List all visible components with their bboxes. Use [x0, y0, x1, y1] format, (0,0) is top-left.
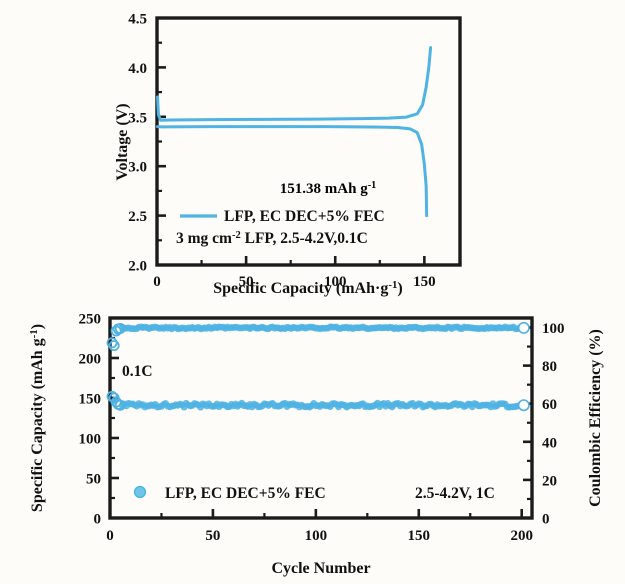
top-y-tick-label: 2.5	[128, 209, 147, 225]
bottom-axis-tick-labels: 0 50 100 150 200 250 0 20 40 60 80 100 0 50 100 150 200	[79, 312, 565, 545]
legend-circle-swatch	[133, 485, 147, 499]
curve-charge	[156, 46, 433, 122]
bottom-y-tick-label-right: 80	[542, 359, 557, 375]
bottom-x-axis-title: Cycle Number	[271, 560, 370, 577]
top-y-axis-title: Voltage (V)	[114, 103, 131, 180]
bottom-x-tick-label: 200	[510, 528, 533, 544]
curve-discharge	[156, 125, 429, 218]
bottom-x-tick-label: 100	[305, 528, 328, 544]
bottom-y-tick-label-right: 100	[542, 321, 565, 337]
data-point	[108, 340, 120, 352]
bottom-y-tick-label-left: 0	[94, 512, 102, 528]
voltage-curves-group	[156, 46, 433, 218]
voltage-capacity-svg: 2.02.53.03.54.04.50 50 100 150 Voltage (V) …	[114, 12, 462, 297]
bottom-y-axis-title-right: Coulombic Efficiency (%)	[587, 329, 604, 507]
top-x-tick-label: 150	[413, 274, 436, 290]
voltage-capacity-chart: 2.0 2.5 3.0 3.5 4.0 4.5 0 50 100 150 Voltage (V) …	[114, 12, 462, 297]
capacity-value-annotation: 151.38 mAh g-1	[280, 180, 376, 197]
top-axis-ticks	[155, 16, 426, 267]
series-coulombic-efficiency	[106, 321, 530, 352]
bottom-y-tick-label-right: 60	[542, 397, 557, 413]
data-point	[106, 337, 118, 349]
bottom-x-tick-label: 0	[106, 528, 114, 544]
cycling-performance-chart: 0 50 100 150 200 250 0 20 40 60 80 100 0 50 100 150 200 …	[0, 296, 625, 584]
top-y-tick-label: 4.0	[128, 61, 147, 77]
series-specific-capacity	[106, 390, 530, 412]
bottom-x-tick-label: 50	[205, 528, 220, 544]
bottom-y-axis-title-left: Specific Capacity (mAh g-1)	[28, 324, 46, 512]
top-x-tick-label: 0	[153, 274, 161, 290]
bottom-y-tick-label-right: 40	[542, 435, 557, 451]
top-axis-tick-labels: 2.0 2.5 3.0 3.5 4.0 4.5 0 50 100 150	[128, 12, 435, 291]
plot-frame-top	[155, 16, 462, 267]
bottom-y-tick-label-left: 100	[79, 432, 102, 448]
bottom-y-tick-label-left: 50	[86, 472, 101, 488]
bottom-y-tick-label-left: 200	[79, 352, 102, 368]
top-y-tick-label: 4.5	[128, 12, 147, 28]
top-y-tick-label: 3.0	[128, 160, 147, 176]
bottom-y-tick-label-left: 150	[79, 392, 102, 408]
bottom-x-tick-label: 150	[408, 528, 431, 544]
bottom-axis-ticks	[108, 316, 532, 520]
top-y-tick-label: 2.0	[128, 259, 147, 275]
series-end-marker	[517, 399, 530, 412]
bottom-y-tick-label-right: 0	[542, 512, 550, 528]
top-x-axis-title: Specific Capacity (mAh·g-1)	[213, 279, 402, 297]
series-end-marker	[517, 321, 530, 334]
legend-label-top: LFP, EC DEC+5% FEC	[224, 208, 385, 225]
top-y-tick-label: 3.5	[128, 110, 147, 126]
top-x-tick-label: 100	[324, 274, 347, 290]
legend-label-bottom: LFP, EC DEC+5% FEC	[165, 485, 326, 502]
rate-label-formation: 0.1C	[122, 363, 153, 380]
top-x-tick-label: 50	[239, 274, 254, 290]
condition-label: 2.5-4.2V, 1C	[415, 485, 495, 502]
legend-note-top: 3 mg cm-2 LFP, 2.5-4.2V,0.1C	[176, 230, 368, 247]
bottom-y-tick-label-left: 250	[79, 312, 102, 328]
bottom-y-tick-label-right: 20	[542, 473, 557, 489]
cycling-data-group	[106, 321, 530, 412]
